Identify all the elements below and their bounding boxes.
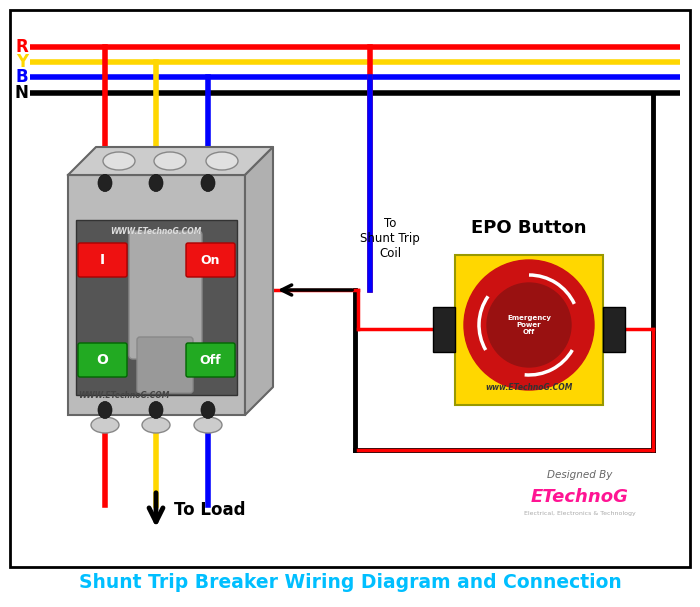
Text: www.ETechnoG.COM: www.ETechnoG.COM [485,382,573,392]
Text: Emergency
Power
Off: Emergency Power Off [507,315,551,335]
Text: WWW.ETechnoG.COM: WWW.ETechnoG.COM [78,390,169,399]
Bar [68,175,245,415]
Ellipse shape [154,152,186,170]
Text: O: O [96,353,108,367]
Text: B: B [15,68,28,86]
FancyBboxPatch shape [78,343,127,377]
Text: To
Shunt Trip
Coil: To Shunt Trip Coil [360,217,420,260]
Ellipse shape [201,401,215,418]
Text: Electrical, Electronics & Technology: Electrical, Electronics & Technology [524,512,636,517]
Text: Shunt Trip Breaker Wiring Diagram and Connection: Shunt Trip Breaker Wiring Diagram and Co… [78,574,622,592]
Polygon shape [68,147,273,175]
Text: EPO Button: EPO Button [471,219,587,237]
Text: To Load: To Load [174,501,246,519]
Ellipse shape [98,401,112,418]
FancyBboxPatch shape [78,243,127,277]
Text: Y: Y [16,53,28,71]
Bar [433,307,455,352]
Ellipse shape [142,417,170,433]
Text: I: I [99,253,104,267]
FancyBboxPatch shape [129,231,202,359]
Text: On: On [200,254,220,266]
FancyBboxPatch shape [137,337,193,393]
Text: N: N [14,84,28,102]
Ellipse shape [194,417,222,433]
Text: Off: Off [199,353,220,367]
Ellipse shape [98,174,112,191]
FancyBboxPatch shape [186,343,235,377]
FancyBboxPatch shape [186,243,235,277]
Text: Designed By: Designed By [547,470,612,480]
Polygon shape [245,147,273,415]
Ellipse shape [149,174,163,191]
Ellipse shape [206,152,238,170]
Text: WWW.ETechnoG.COM: WWW.ETechnoG.COM [111,226,202,236]
Ellipse shape [149,401,163,418]
Bar [76,220,237,395]
Ellipse shape [103,152,135,170]
Bar [455,255,603,405]
Circle shape [464,260,594,390]
Circle shape [487,283,571,367]
Text: ETechnoG: ETechnoG [531,488,629,506]
Bar [603,307,625,352]
Text: R: R [15,38,28,56]
Ellipse shape [91,417,119,433]
Ellipse shape [201,174,215,191]
